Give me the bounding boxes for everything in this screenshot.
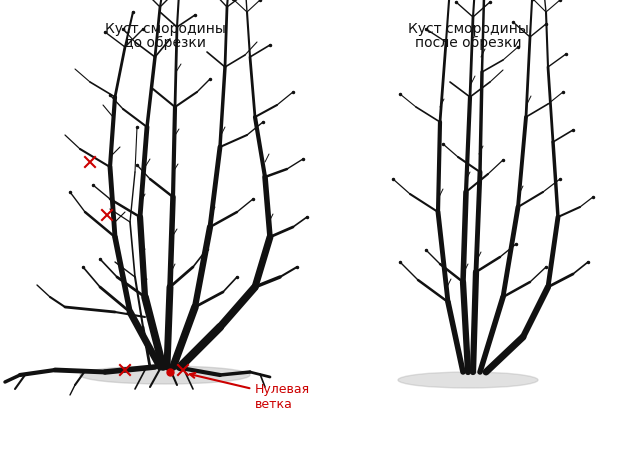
Ellipse shape	[80, 366, 250, 384]
Text: Куст смородины: Куст смородины	[104, 22, 225, 36]
Text: Нулевая
ветка: Нулевая ветка	[190, 373, 310, 410]
Ellipse shape	[398, 372, 538, 388]
Text: Куст смородины: Куст смородины	[408, 22, 529, 36]
Text: после обрезки: после обрезки	[415, 36, 522, 50]
Text: до обрезки: до обрезки	[124, 36, 206, 50]
